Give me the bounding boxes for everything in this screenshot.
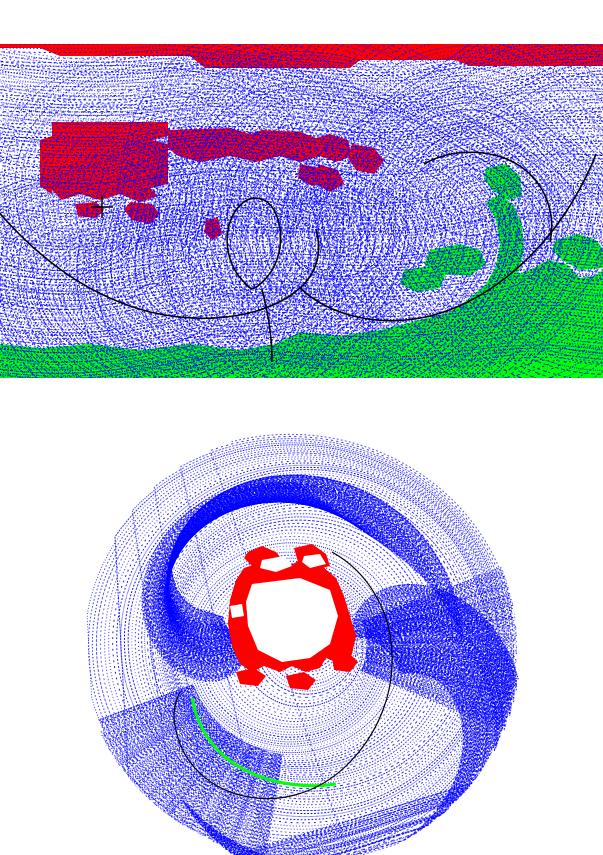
crosshair-marker <box>91 196 113 218</box>
top-panel-plot <box>0 44 603 378</box>
bottom-panel-plot <box>0 420 603 855</box>
equirectangular-map-panel <box>0 44 603 378</box>
bottom-streamline-field <box>86 433 519 855</box>
green-arc-bottom <box>190 697 337 788</box>
red-core-interior-holes <box>230 554 338 662</box>
orthographic-globe-panel <box>0 420 603 855</box>
top-separatrix-contours <box>0 151 597 363</box>
bottom-limb-contour <box>173 551 393 800</box>
top-streamline-field <box>0 44 603 378</box>
